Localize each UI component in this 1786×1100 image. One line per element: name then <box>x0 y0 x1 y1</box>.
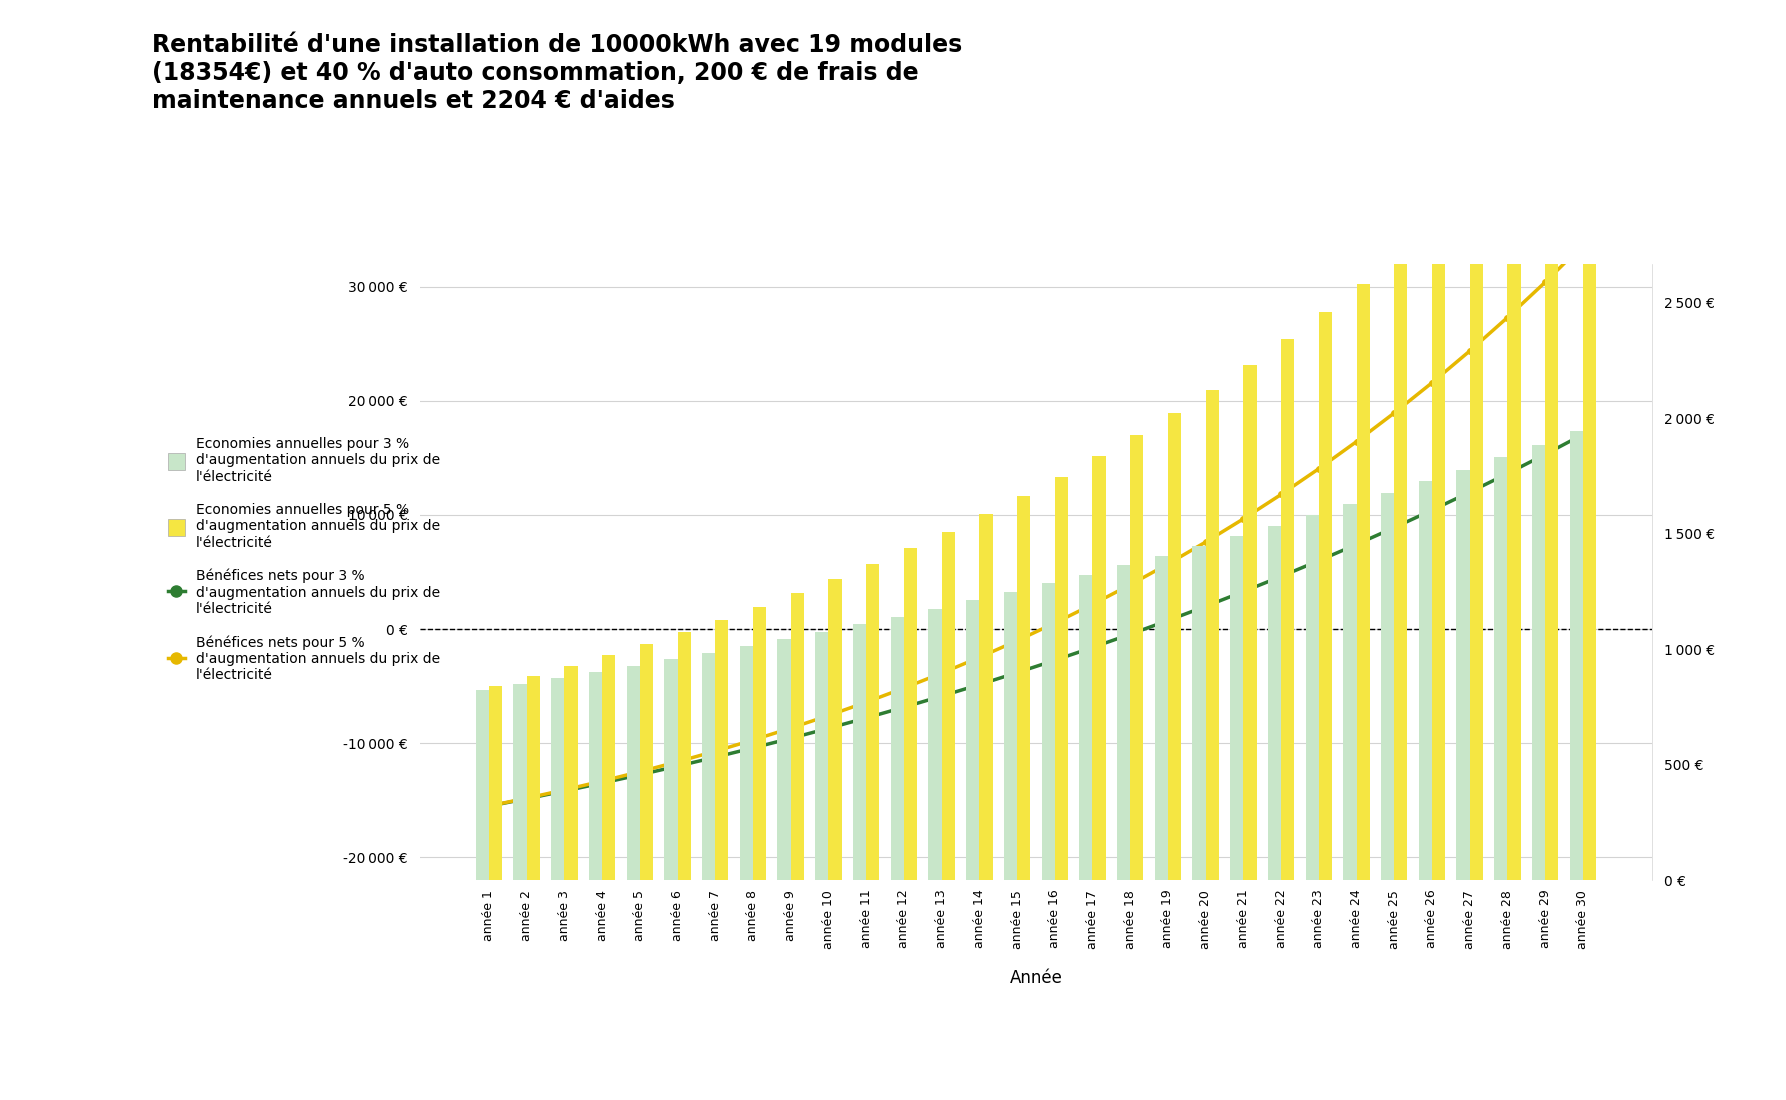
Bar <box>1357 284 1370 880</box>
Bar <box>1281 340 1295 880</box>
Bar <box>891 616 904 880</box>
Bar <box>714 620 729 880</box>
Bar <box>1243 365 1257 880</box>
Bar <box>754 607 766 880</box>
Bar <box>1131 436 1143 880</box>
Bar <box>513 684 527 880</box>
Bar <box>552 678 564 880</box>
Bar <box>639 645 654 880</box>
Bar <box>677 632 691 880</box>
Bar <box>1206 389 1218 880</box>
Bar <box>602 656 616 880</box>
Bar <box>475 690 489 880</box>
Bar <box>1116 565 1131 880</box>
Bar <box>829 579 841 880</box>
Bar <box>1532 444 1545 880</box>
Bar <box>1432 223 1445 880</box>
Bar <box>1156 556 1168 880</box>
Bar <box>489 686 502 880</box>
Bar <box>1456 470 1470 880</box>
Bar <box>527 676 539 880</box>
Bar <box>941 531 956 880</box>
Bar <box>1418 482 1432 880</box>
Bar <box>1470 190 1482 880</box>
Bar <box>1168 412 1181 880</box>
Bar <box>1079 574 1093 880</box>
Bar <box>929 608 941 880</box>
Bar <box>1343 504 1357 880</box>
Bar <box>589 672 602 880</box>
Bar <box>1395 254 1407 880</box>
Bar <box>702 652 714 880</box>
Text: Rentabilité d'une installation de 10000kWh avec 19 modules
(18354€) et 40 % d'au: Rentabilité d'une installation de 10000k… <box>152 33 963 112</box>
Bar <box>1041 583 1056 880</box>
Bar <box>1004 592 1016 880</box>
Bar <box>1268 526 1281 880</box>
Bar <box>1016 496 1031 880</box>
Bar <box>1570 431 1582 880</box>
Bar <box>791 593 804 880</box>
Bar <box>1381 493 1395 880</box>
Bar <box>1495 458 1507 880</box>
Bar <box>814 631 829 880</box>
Bar <box>979 514 993 880</box>
Bar <box>564 667 577 880</box>
Bar <box>739 646 754 880</box>
Bar <box>777 639 791 880</box>
Bar <box>904 548 916 880</box>
Bar <box>966 601 979 880</box>
Legend: Economies annuelles pour 3 %
d'augmentation annuels du prix de
l'électricité, Ec: Economies annuelles pour 3 % d'augmentat… <box>168 438 439 682</box>
Bar <box>1318 312 1332 880</box>
Bar <box>854 624 866 880</box>
Bar <box>1193 547 1206 880</box>
Bar <box>1306 515 1318 880</box>
Bar <box>866 564 879 880</box>
Bar <box>1507 155 1520 880</box>
Bar <box>1545 119 1559 880</box>
Bar <box>627 666 639 880</box>
X-axis label: Année: Année <box>1009 969 1063 988</box>
Bar <box>1582 81 1597 880</box>
Bar <box>1093 456 1106 880</box>
Bar <box>1056 476 1068 880</box>
Bar <box>1231 536 1243 880</box>
Bar <box>664 659 677 880</box>
